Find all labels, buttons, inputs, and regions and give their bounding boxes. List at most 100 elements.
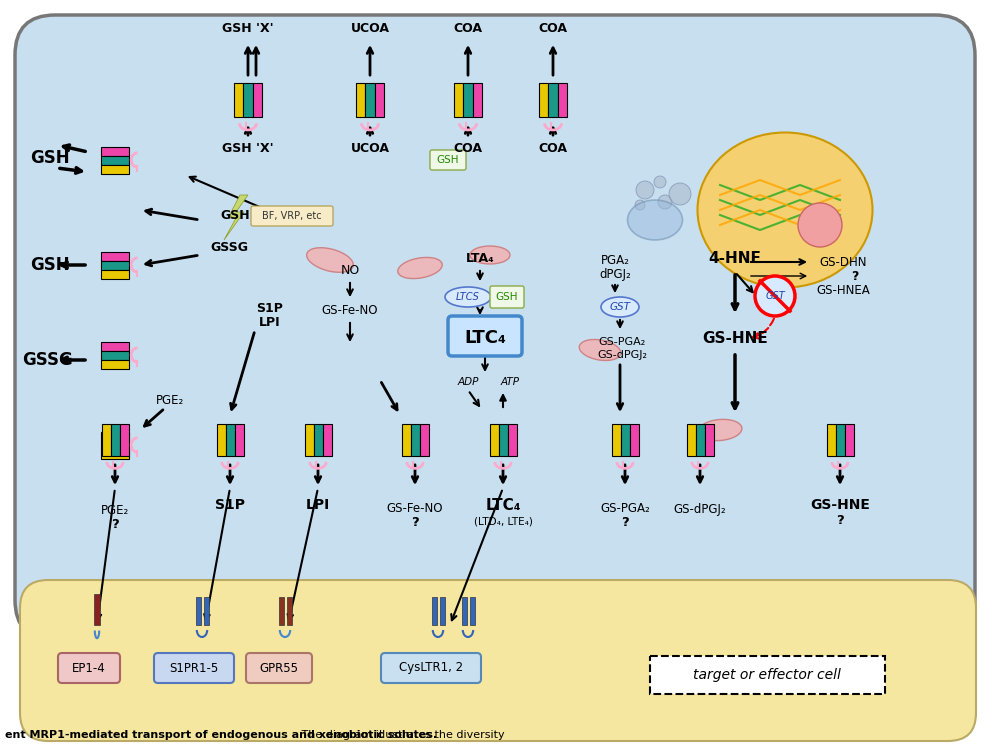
FancyBboxPatch shape: [279, 597, 284, 625]
Ellipse shape: [698, 132, 872, 287]
Text: ?: ?: [836, 513, 844, 527]
Ellipse shape: [698, 420, 742, 440]
Text: COA: COA: [538, 141, 568, 155]
FancyBboxPatch shape: [102, 424, 111, 456]
FancyBboxPatch shape: [558, 83, 567, 117]
Text: PGA₂: PGA₂: [601, 254, 629, 266]
FancyBboxPatch shape: [314, 424, 323, 456]
Text: UCOA: UCOA: [351, 141, 390, 155]
FancyBboxPatch shape: [226, 424, 235, 456]
FancyBboxPatch shape: [420, 424, 429, 456]
FancyBboxPatch shape: [243, 83, 253, 117]
Text: GSH: GSH: [220, 208, 250, 222]
Text: target or effector cell: target or effector cell: [693, 668, 841, 682]
FancyBboxPatch shape: [696, 424, 704, 456]
FancyBboxPatch shape: [448, 316, 522, 356]
FancyBboxPatch shape: [548, 83, 558, 117]
FancyBboxPatch shape: [15, 15, 975, 640]
FancyBboxPatch shape: [430, 150, 466, 170]
Circle shape: [798, 203, 842, 247]
FancyBboxPatch shape: [246, 653, 312, 683]
Text: LTC₄: LTC₄: [485, 498, 521, 513]
Text: GS-HNE: GS-HNE: [810, 498, 870, 512]
Text: GS-DHN: GS-DHN: [819, 255, 867, 269]
FancyBboxPatch shape: [356, 83, 365, 117]
Text: EP1-4: EP1-4: [72, 661, 106, 675]
FancyBboxPatch shape: [120, 424, 129, 456]
FancyBboxPatch shape: [473, 83, 482, 117]
Text: GSSG: GSSG: [22, 351, 73, 369]
Circle shape: [635, 200, 645, 210]
FancyBboxPatch shape: [101, 269, 129, 278]
Text: The diagram illustrates the diversity: The diagram illustrates the diversity: [298, 730, 504, 740]
FancyBboxPatch shape: [235, 424, 244, 456]
Circle shape: [658, 195, 672, 209]
Text: COA: COA: [538, 22, 568, 34]
Text: GSH 'X': GSH 'X': [222, 22, 274, 34]
FancyBboxPatch shape: [365, 83, 375, 117]
FancyBboxPatch shape: [154, 653, 234, 683]
FancyBboxPatch shape: [217, 424, 226, 456]
Text: GS-HNEA: GS-HNEA: [816, 283, 870, 297]
Ellipse shape: [628, 200, 682, 240]
Text: GST: GST: [610, 302, 631, 312]
FancyBboxPatch shape: [490, 286, 524, 308]
Text: GSH: GSH: [437, 155, 459, 165]
Polygon shape: [224, 195, 248, 240]
FancyBboxPatch shape: [253, 83, 262, 117]
Text: GS-PGA₂: GS-PGA₂: [600, 501, 650, 515]
Text: PGE₂: PGE₂: [101, 504, 129, 516]
FancyBboxPatch shape: [101, 251, 129, 260]
FancyBboxPatch shape: [101, 155, 129, 164]
Text: GST: GST: [765, 291, 785, 301]
Text: GSH: GSH: [30, 256, 70, 274]
FancyBboxPatch shape: [462, 597, 467, 625]
Text: GSH: GSH: [30, 149, 70, 167]
FancyBboxPatch shape: [402, 424, 411, 456]
Ellipse shape: [579, 339, 621, 361]
Text: NO: NO: [340, 263, 360, 277]
Text: LTC₄: LTC₄: [464, 329, 506, 347]
FancyBboxPatch shape: [234, 83, 243, 117]
FancyBboxPatch shape: [381, 653, 481, 683]
Text: GSH 'X': GSH 'X': [222, 141, 274, 155]
Text: (LTD₄, LTE₄): (LTD₄, LTE₄): [474, 517, 532, 527]
Text: GSH: GSH: [496, 292, 518, 302]
FancyBboxPatch shape: [630, 424, 639, 456]
FancyBboxPatch shape: [499, 424, 508, 456]
Text: ADP: ADP: [457, 377, 479, 387]
FancyBboxPatch shape: [101, 432, 129, 440]
Text: dPGJ₂: dPGJ₂: [599, 268, 631, 280]
FancyBboxPatch shape: [101, 440, 129, 449]
Text: GPR55: GPR55: [260, 661, 299, 675]
FancyBboxPatch shape: [101, 164, 129, 173]
Text: BF, VRP, etc: BF, VRP, etc: [262, 211, 322, 221]
Text: S1P: S1P: [257, 301, 283, 315]
FancyBboxPatch shape: [251, 206, 333, 226]
Text: ent MRP1-mediated transport of endogenous and xenobiotic solutes.: ent MRP1-mediated transport of endogenou…: [5, 730, 437, 740]
FancyBboxPatch shape: [101, 359, 129, 368]
Ellipse shape: [307, 248, 353, 272]
Text: CysLTR1, 2: CysLTR1, 2: [399, 661, 463, 675]
FancyBboxPatch shape: [58, 653, 120, 683]
Text: 4-HNE: 4-HNE: [709, 251, 761, 266]
Text: LTCS: LTCS: [456, 292, 480, 302]
Text: ?: ?: [111, 518, 119, 530]
FancyBboxPatch shape: [650, 656, 885, 694]
FancyBboxPatch shape: [440, 597, 445, 625]
FancyBboxPatch shape: [375, 83, 384, 117]
FancyBboxPatch shape: [101, 449, 129, 458]
FancyBboxPatch shape: [204, 597, 209, 625]
Text: S1P: S1P: [215, 498, 245, 512]
Circle shape: [654, 176, 666, 188]
FancyBboxPatch shape: [826, 424, 836, 456]
Ellipse shape: [470, 246, 510, 264]
Ellipse shape: [445, 287, 491, 307]
Circle shape: [636, 181, 654, 199]
Text: GS-HNE: GS-HNE: [702, 330, 768, 345]
Text: ?: ?: [621, 516, 629, 528]
FancyBboxPatch shape: [305, 424, 314, 456]
FancyBboxPatch shape: [323, 424, 332, 456]
Text: PGE₂: PGE₂: [156, 394, 184, 406]
Text: GS-dPGJ₂: GS-dPGJ₂: [597, 350, 647, 360]
